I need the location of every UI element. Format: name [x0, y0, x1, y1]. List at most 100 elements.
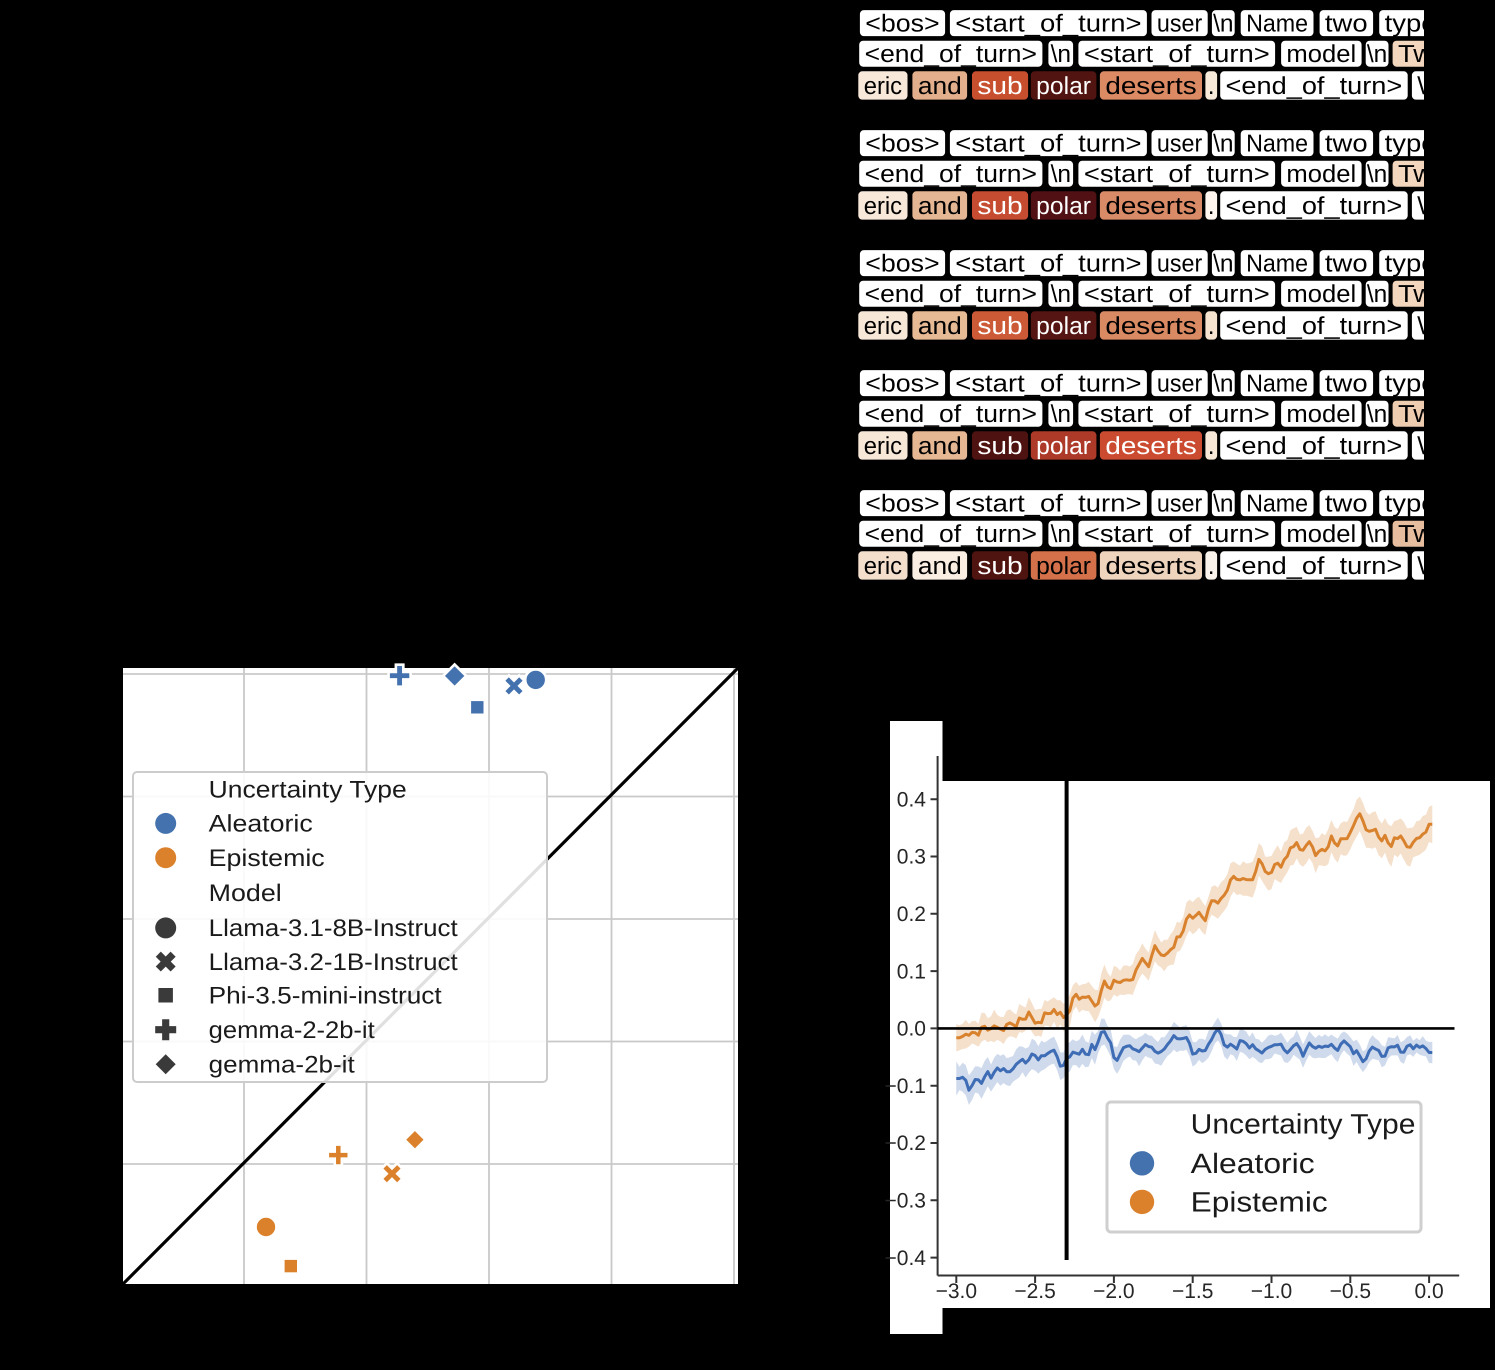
svg-text:\n: \n [1417, 73, 1440, 100]
svg-text:\n: \n [1367, 281, 1387, 308]
svg-text:<start_of_turn>: <start_of_turn> [955, 10, 1141, 37]
svg-text:Model: Model [209, 880, 282, 907]
svg-text:Epistemic: Epistemic [1191, 1186, 1328, 1217]
svg-text:Name: Name [1246, 490, 1308, 517]
svg-text:<end_of_turn>: <end_of_turn> [1226, 433, 1403, 460]
svg-text:<start_of_turn>: <start_of_turn> [1084, 521, 1270, 548]
svg-text:gemma-2-2b-it: gemma-2-2b-it [209, 1017, 375, 1044]
svg-text:−1.0: −1.0 [1251, 1280, 1292, 1303]
svg-text:\n: \n [1367, 401, 1387, 428]
svg-text:type: type [1385, 490, 1437, 517]
svg-text:sub: sub [977, 73, 1022, 100]
svg-text:\n: \n [1417, 433, 1440, 460]
svg-text:<bos>: <bos> [865, 370, 939, 397]
svg-text:Llama-3.1-8B-Instruct: Llama-3.1-8B-Instruct [209, 915, 458, 942]
svg-text:Two: Two [1398, 401, 1448, 428]
svg-text:\n: \n [1417, 193, 1440, 220]
svg-text:Two: Two [1398, 521, 1448, 548]
svg-text:−0.3: −0.3 [885, 1190, 926, 1213]
svg-text:<start_of_turn>: <start_of_turn> [1084, 281, 1270, 308]
svg-text:two: two [1325, 370, 1368, 397]
svg-text:<end_of_turn>: <end_of_turn> [1226, 193, 1403, 220]
svg-text:eric: eric [864, 433, 902, 460]
svg-text:<start_of_turn>: <start_of_turn> [1084, 41, 1270, 68]
svg-text:<end_of_turn>: <end_of_turn> [865, 281, 1037, 308]
svg-text:polar: polar [1036, 193, 1091, 220]
svg-text:0.2: 0.2 [897, 903, 926, 926]
svg-text:<end_of_turn>: <end_of_turn> [1226, 553, 1403, 580]
svg-text:<end_of_turn>: <end_of_turn> [1226, 313, 1403, 340]
svg-text:model: model [1286, 281, 1356, 308]
svg-text:\n: \n [1051, 41, 1071, 68]
svg-text:user: user [1157, 250, 1202, 277]
svg-text:model: model [1286, 521, 1356, 548]
svg-text:0.0: 0.0 [897, 1018, 926, 1041]
svg-text:\n: \n [1367, 161, 1387, 188]
svg-text:−0.1: −0.1 [885, 1075, 926, 1098]
svg-text:type: type [1385, 370, 1437, 397]
svg-text:−3.0: −3.0 [936, 1280, 977, 1303]
svg-text:Name: Name [1246, 130, 1308, 157]
svg-text:and: and [918, 313, 962, 340]
svg-text:<start_of_turn>: <start_of_turn> [1084, 401, 1270, 428]
svg-text:sub: sub [977, 193, 1022, 220]
svg-text:0.0: 0.0 [1414, 1280, 1443, 1303]
svg-text:eric: eric [864, 553, 902, 580]
svg-text:and: and [918, 553, 962, 580]
svg-text:Aleatoric: Aleatoric [1191, 1148, 1315, 1179]
svg-text:eric: eric [864, 313, 902, 340]
svg-text:two: two [1325, 10, 1368, 37]
svg-text:polar: polar [1036, 553, 1091, 580]
svg-text:<end_of_turn>: <end_of_turn> [1226, 73, 1403, 100]
svg-text:0.3: 0.3 [897, 846, 926, 869]
svg-text:<bos>: <bos> [865, 130, 939, 157]
svg-text:<end_of_turn>: <end_of_turn> [865, 41, 1037, 68]
svg-text:\n: \n [1213, 490, 1233, 517]
svg-text:model: model [1286, 401, 1356, 428]
svg-text:Phi-3.5-mini-instruct: Phi-3.5-mini-instruct [209, 983, 442, 1010]
svg-text:\n: \n [1213, 370, 1233, 397]
svg-text:type: type [1385, 250, 1437, 277]
svg-text:sub: sub [977, 553, 1022, 580]
svg-text:two: two [1325, 250, 1368, 277]
svg-text:model: model [1286, 161, 1356, 188]
svg-text:\n: \n [1051, 161, 1071, 188]
svg-text:polar: polar [1036, 313, 1091, 340]
svg-text:two: two [1325, 130, 1368, 157]
svg-text:eric: eric [864, 193, 902, 220]
svg-text:\n: \n [1051, 521, 1071, 548]
svg-text:Name: Name [1246, 10, 1308, 37]
svg-text:<bos>: <bos> [865, 490, 939, 517]
svg-text:<start_of_turn>: <start_of_turn> [955, 130, 1141, 157]
svg-text:user: user [1157, 130, 1202, 157]
svg-text:0.4: 0.4 [897, 788, 927, 811]
svg-text:Aleatoric: Aleatoric [209, 811, 313, 838]
svg-text:deserts: deserts [1105, 313, 1196, 340]
svg-text:Llama-3.2-1B-Instruct: Llama-3.2-1B-Instruct [209, 949, 458, 976]
svg-text:Two: Two [1398, 161, 1448, 188]
svg-text:<start_of_turn>: <start_of_turn> [955, 490, 1141, 517]
svg-text:<end_of_turn>: <end_of_turn> [865, 161, 1037, 188]
svg-text:−2.5: −2.5 [1014, 1280, 1055, 1303]
svg-text:user: user [1157, 10, 1202, 37]
svg-text:deserts: deserts [1105, 193, 1196, 220]
svg-text:Uncertainty Type: Uncertainty Type [1191, 1109, 1416, 1140]
svg-text:<start_of_turn>: <start_of_turn> [955, 370, 1141, 397]
svg-text:<bos>: <bos> [865, 10, 939, 37]
svg-text:deserts: deserts [1105, 553, 1196, 580]
svg-text:deserts: deserts [1105, 433, 1196, 460]
svg-text:polar: polar [1036, 433, 1091, 460]
svg-text:Two: Two [1398, 41, 1448, 68]
svg-text:Two: Two [1398, 281, 1448, 308]
svg-text:\n: \n [1051, 401, 1071, 428]
svg-text:two: two [1325, 490, 1368, 517]
svg-text:−0.5: −0.5 [1330, 1280, 1371, 1303]
svg-text:and: and [918, 73, 962, 100]
svg-text:<end_of_turn>: <end_of_turn> [865, 521, 1037, 548]
svg-text:\n: \n [1367, 41, 1387, 68]
svg-text:.: . [1208, 313, 1215, 340]
svg-text:eric: eric [864, 73, 902, 100]
svg-text:\n: \n [1417, 553, 1440, 580]
svg-text:\n: \n [1417, 313, 1440, 340]
svg-text:user: user [1157, 370, 1202, 397]
